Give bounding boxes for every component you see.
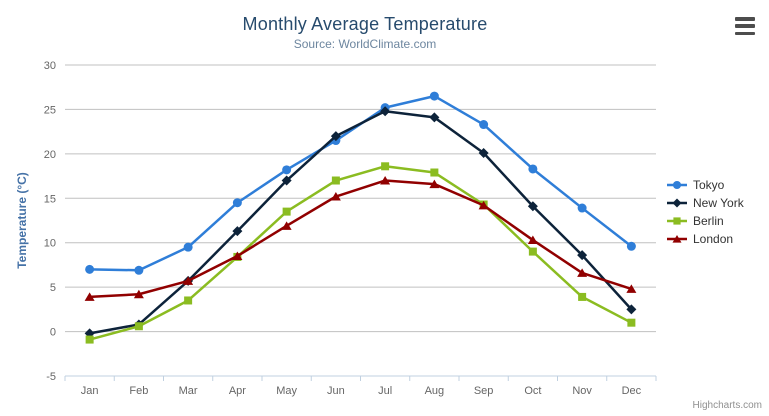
legend-item-tokyo[interactable]: Tokyo [666,176,744,194]
point-marker [626,284,637,293]
x-axis-label: Aug [425,385,445,397]
x-axis-label: Nov [572,385,592,397]
point-marker [478,147,489,158]
hamburger-bar [735,17,755,21]
legend-item-berlin[interactable]: Berlin [666,212,744,230]
point-marker [134,265,144,275]
point-marker [85,264,95,274]
x-axis-label: Feb [129,385,148,397]
x-axis-label: May [276,385,297,397]
point-marker [331,176,340,185]
point-marker [627,318,636,327]
point-marker [381,162,390,171]
point-marker [133,289,144,299]
legend: Tokyo New York Berlin London [666,176,744,248]
point-marker [380,106,391,117]
point-marker [183,276,194,285]
y-axis-label: 30 [44,60,56,72]
hamburger-menu-icon[interactable] [735,17,757,35]
series-berlin[interactable] [85,162,636,344]
legend-item-new-york[interactable]: New York [666,194,744,212]
point-marker [626,304,637,315]
point-marker [478,200,489,210]
legend-label: Tokyo [693,178,725,192]
point-marker [330,192,341,201]
highcharts-credit-link[interactable]: Highcharts.com [692,400,762,411]
point-marker [672,198,682,208]
series-new-york[interactable] [84,106,637,339]
y-axis-label: 15 [44,193,56,205]
x-axis-label: Jul [378,385,392,397]
hamburger-bar [735,31,755,35]
point-marker [527,201,538,212]
legend-label: Berlin [693,214,724,228]
series-line [89,109,633,335]
y-axis-label: 10 [44,238,56,250]
hamburger-bar [735,24,755,28]
point-marker [577,268,588,277]
point-marker [232,226,243,237]
point-marker [429,179,440,189]
legend-marker-icon [667,198,687,208]
legend-label: New York [693,196,744,210]
y-axis-label: -5 [46,371,56,383]
legend-item-london[interactable]: London [666,230,744,248]
point-marker [429,112,440,123]
point-marker [626,241,636,251]
point-marker [134,322,143,331]
point-marker [577,250,588,261]
series-line [89,165,632,341]
x-axis-label: Dec [622,385,642,397]
point-marker [479,120,489,130]
chart-title: Monthly Average Temperature [242,14,488,34]
point-marker [430,168,439,177]
point-marker [281,175,292,186]
point-marker [672,180,682,190]
point-marker [330,131,341,142]
x-axis-label: Jan [81,385,99,397]
x-axis-label: Mar [179,385,198,397]
point-marker [232,251,243,261]
point-marker [527,235,538,245]
y-axis-label: 5 [50,282,56,294]
point-marker [429,91,439,101]
legend-marker-icon [667,234,687,243]
point-marker [282,207,291,216]
y-axis-title: Temperature (°C) [15,172,29,269]
point-marker [672,234,682,243]
point-marker [577,203,587,213]
point-marker [528,164,538,174]
x-axis-label: Jun [327,385,345,397]
legend-marker-icon [667,180,687,190]
point-marker [380,176,391,185]
x-axis-label: Apr [229,385,246,397]
point-marker [282,165,292,175]
series-tokyo[interactable] [85,91,636,275]
point-marker [183,242,193,252]
series-london[interactable] [84,176,637,301]
y-axis-label: 0 [50,327,56,339]
point-marker [84,292,95,301]
y-axis-label: 20 [44,149,56,161]
series-line [89,179,632,299]
legend-marker-icon [667,217,687,225]
chart-subtitle: Source: WorldClimate.com [293,37,437,51]
point-marker [528,247,537,256]
legend-label: London [693,232,734,246]
point-marker [673,217,681,225]
point-marker [281,221,292,230]
point-marker [578,292,587,301]
x-axis-label: Sep [474,385,494,397]
x-axis-label: Oct [524,385,541,397]
point-marker [232,198,242,208]
series-line [89,94,633,272]
point-marker [85,335,94,344]
point-marker [184,296,193,305]
y-axis-label: 25 [44,104,56,116]
